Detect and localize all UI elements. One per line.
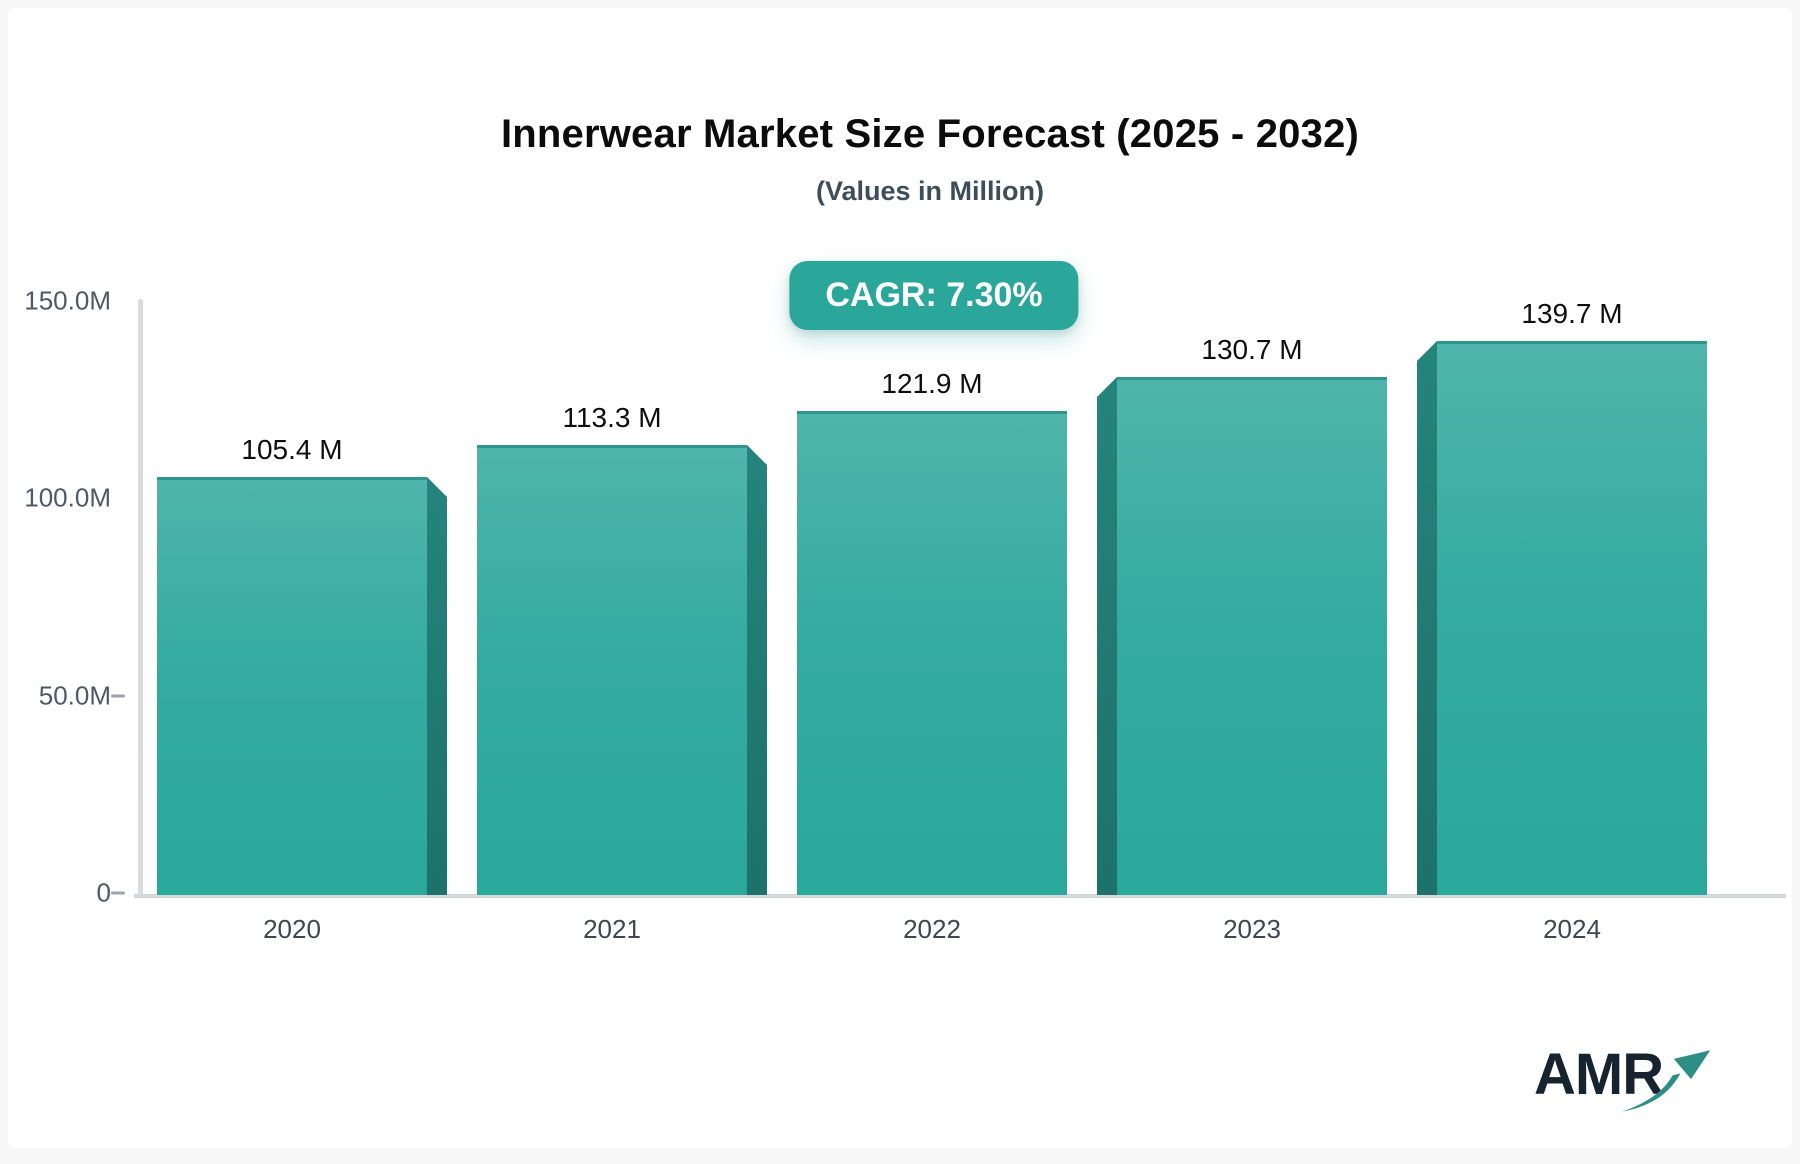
bar-value-label-2020: 105.4 M bbox=[241, 434, 343, 465]
bar-side-shadow-2020 bbox=[427, 477, 447, 895]
y-axis-label-150.0M: 150.0M bbox=[24, 285, 111, 315]
bar-side-shadow-2024 bbox=[1417, 341, 1437, 895]
growth-arrow-icon bbox=[1621, 1050, 1711, 1112]
bar-value-label-2021: 113.3 M bbox=[562, 402, 662, 433]
x-axis-label-2021: 2021 bbox=[583, 914, 641, 944]
bar-side-shadow-2023 bbox=[1097, 377, 1117, 895]
bar-value-label-2024: 139.7 M bbox=[1521, 298, 1623, 329]
bar-chart-plot-area: 150.0M 100.0M 50.0M 0 105.4 M 2020 113.3 M 2021… bbox=[8, 8, 1800, 1164]
cagr-badge: CAGR: 7.30% bbox=[789, 261, 1079, 330]
x-axis-label-2023: 2023 bbox=[1223, 914, 1281, 944]
bar-value-label-2022: 121.9 M bbox=[881, 368, 983, 399]
bar-2024 bbox=[1437, 341, 1707, 895]
amr-logo: AMR bbox=[1534, 1042, 1714, 1112]
x-axis-label-2020: 2020 bbox=[263, 914, 321, 944]
bar-side-shadow-2021 bbox=[747, 445, 767, 895]
y-axis-tick-dash bbox=[111, 694, 125, 697]
x-axis-label-2024: 2024 bbox=[1543, 914, 1601, 944]
bar-2020 bbox=[157, 477, 427, 895]
chart-subtitle: (Values in Million) bbox=[815, 176, 1045, 206]
y-axis-label-100.0M: 100.0M bbox=[24, 482, 111, 513]
chart-card: Innerwear Market Size Forecast (2025 - 2… bbox=[8, 8, 1792, 1148]
y-axis-tick-dash bbox=[111, 891, 125, 895]
bar-2023 bbox=[1117, 377, 1387, 895]
bar-value-label-2023: 130.7 M bbox=[1201, 334, 1303, 365]
x-axis-line bbox=[134, 894, 1786, 898]
bar-2022 bbox=[797, 411, 1067, 895]
amr-logo-text: AMR bbox=[1534, 1042, 1664, 1107]
y-axis-label-50.0M: 50.0M bbox=[38, 680, 111, 710]
y-axis-label-0: 0 bbox=[96, 877, 111, 908]
x-axis-label-2022: 2022 bbox=[903, 914, 961, 944]
y-axis-line bbox=[138, 299, 143, 895]
chart-title: Innerwear Market Size Forecast (2025 - 2… bbox=[500, 112, 1360, 156]
bar-2021 bbox=[477, 445, 747, 895]
